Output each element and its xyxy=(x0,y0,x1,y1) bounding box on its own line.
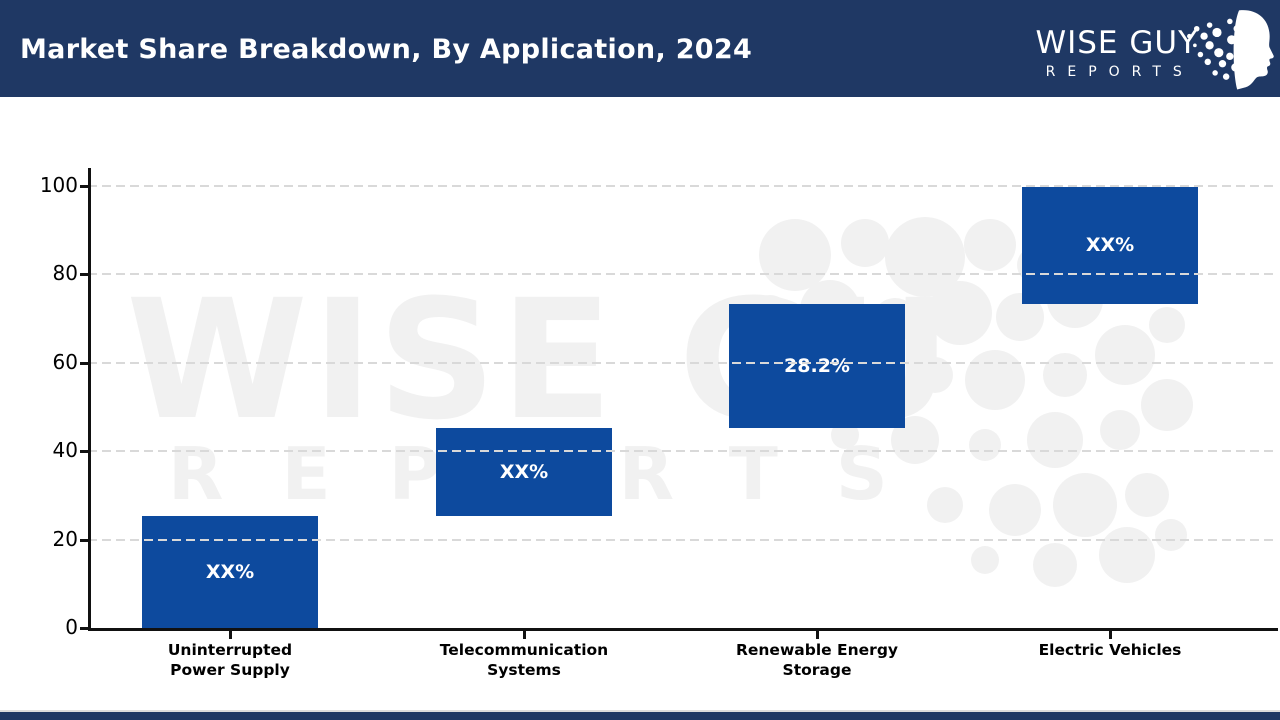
wise-guy-logo: WISE GUY REPORTS xyxy=(1035,8,1274,90)
footer-band xyxy=(0,710,1280,720)
logo-face-icon xyxy=(1187,10,1274,90)
y-tick-label: 0 xyxy=(65,615,78,639)
bar-value-label: 28.2% xyxy=(784,354,850,377)
header-band: Market Share Breakdown, By Application, … xyxy=(0,0,1280,97)
bar-segment: XX% xyxy=(1022,186,1198,304)
gridline-y60 xyxy=(88,361,1278,364)
gridline-y20 xyxy=(88,538,1278,541)
y-tick-label: 60 xyxy=(52,349,78,374)
x-tick-mark xyxy=(523,631,526,639)
gridline-y100 xyxy=(88,185,1278,187)
bar-segment: XX% xyxy=(436,428,612,516)
y-tick-mark xyxy=(80,627,88,630)
x-tick-mark xyxy=(1109,631,1112,639)
y-tick-label: 100 xyxy=(39,173,78,197)
gridline-y80 xyxy=(88,273,1278,276)
x-category-label-line: Renewable Energy xyxy=(735,641,899,659)
bar-value-label: XX% xyxy=(205,560,255,583)
x-category-label: Renewable Energy Storage xyxy=(687,640,947,680)
y-tick-mark xyxy=(80,450,88,454)
gridline-y40 xyxy=(88,450,1278,453)
y-tick-mark xyxy=(80,538,88,542)
x-category-label: Uninterrupted Power Supply xyxy=(100,640,360,680)
bar-segment: 28.2% xyxy=(729,303,905,429)
x-category-label: Telecommunication Systems xyxy=(394,640,654,680)
x-category-label-line: Telecommunication xyxy=(439,641,609,659)
x-category-label-line: Systems xyxy=(487,661,561,679)
y-tick-mark xyxy=(80,361,88,365)
y-tick-mark xyxy=(80,185,88,188)
y-tick-label: 40 xyxy=(52,438,78,463)
y-axis-spine xyxy=(88,168,91,631)
x-category-label-line: Storage xyxy=(782,661,852,679)
x-category-label-line: Power Supply xyxy=(170,661,290,679)
x-category-label: Electric Vehicles xyxy=(980,640,1240,660)
bar-value-label: XX% xyxy=(1085,234,1135,257)
logo-subtitle: REPORTS xyxy=(1045,63,1194,80)
x-tick-mark xyxy=(816,631,819,639)
x-tick-mark xyxy=(229,631,232,639)
page-title: Market Share Breakdown, By Application, … xyxy=(20,34,753,65)
x-category-label-line: Electric Vehicles xyxy=(1038,641,1182,659)
y-tick-mark xyxy=(80,273,88,277)
bar-segment: XX% xyxy=(142,515,318,628)
bar-value-label: XX% xyxy=(499,460,549,483)
y-tick-label: 20 xyxy=(52,526,78,551)
x-category-label-line: Uninterrupted xyxy=(167,641,293,659)
y-tick-label: 80 xyxy=(52,261,78,286)
logo-wordmark: WISE GUY xyxy=(1035,24,1198,61)
x-axis-spine xyxy=(88,628,1278,631)
logo-text: WISE GUY REPORTS xyxy=(1035,24,1198,80)
